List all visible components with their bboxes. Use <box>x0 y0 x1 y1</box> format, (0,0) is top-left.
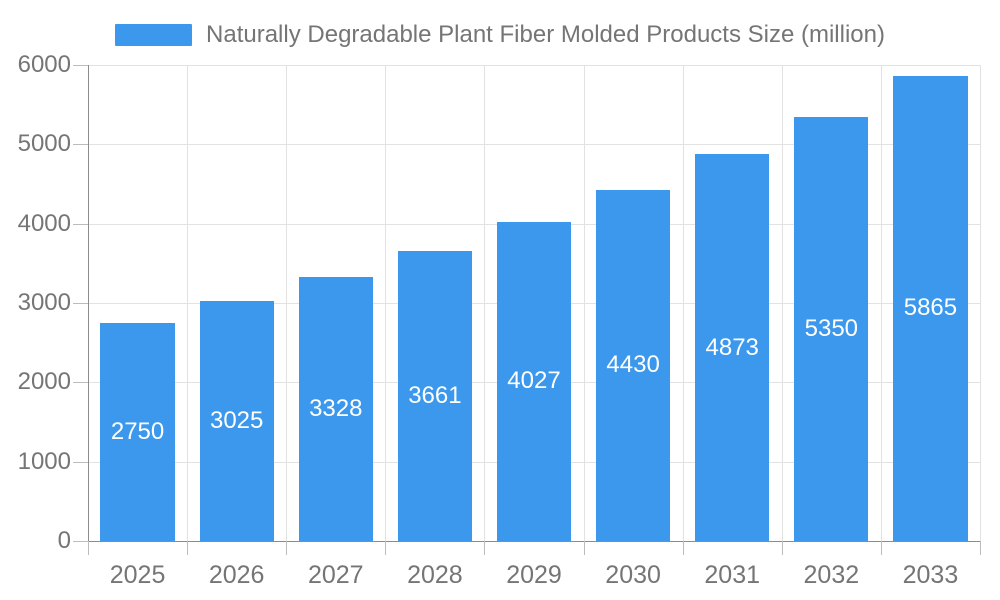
bar-value-label: 4430 <box>606 351 660 379</box>
x-axis-line <box>88 541 980 542</box>
bar-value-label: 4873 <box>705 333 759 361</box>
v-gridline <box>682 65 684 541</box>
y-tick-mark <box>73 461 88 463</box>
bar-value-label: 5350 <box>804 314 859 342</box>
x-tick-label: 2025 <box>109 561 166 589</box>
y-tick-mark <box>73 303 88 304</box>
x-tick-label: 2032 <box>803 561 860 589</box>
y-tick-label: 6000 <box>17 51 71 78</box>
x-axis: 2025 2026 2027 2028 2029 2030 2031 2032 2033 <box>88 560 980 590</box>
y-tick-label: 1000 <box>17 447 71 475</box>
v-gridline <box>286 65 288 541</box>
legend-item[interactable]: Naturally Degradable Plant Fiber Molded … <box>115 21 885 49</box>
x-tick-mark <box>682 541 684 555</box>
y-tick-label: 3000 <box>17 289 71 316</box>
v-gridline <box>781 65 783 541</box>
x-tick-mark <box>88 541 89 555</box>
x-tick-mark <box>980 541 981 555</box>
y-tick-mark <box>73 65 88 66</box>
bar[interactable]: 3025 <box>199 301 274 541</box>
x-tick-label: 2033 <box>902 561 959 589</box>
bar-value-label: 3661 <box>408 381 462 409</box>
y-axis-line <box>88 65 89 541</box>
v-gridline <box>980 65 981 541</box>
y-tick-mark <box>73 382 88 384</box>
bar[interactable]: 4027 <box>496 221 572 541</box>
y-tick-label: 2000 <box>17 368 71 396</box>
x-tick-label: 2026 <box>208 561 265 589</box>
x-tick-label: 2030 <box>605 561 661 589</box>
x-tick-mark <box>286 541 288 555</box>
y-tick-label: 0 <box>57 527 71 554</box>
v-gridline <box>880 65 882 541</box>
x-tick-label: 2027 <box>307 561 364 589</box>
x-tick-mark <box>781 541 783 555</box>
bar[interactable]: 4430 <box>595 189 671 541</box>
y-tick-label: 4000 <box>17 209 71 237</box>
legend: Naturally Degradable Plant Fiber Molded … <box>0 21 1000 49</box>
y-tick-mark <box>73 144 88 146</box>
bar-value-label: 3328 <box>309 394 363 422</box>
bar-value-label: 5865 <box>903 294 958 322</box>
bar[interactable]: 2750 <box>100 322 175 541</box>
v-gridline <box>385 65 387 541</box>
x-tick-mark <box>187 541 189 555</box>
h-gridline <box>88 144 980 146</box>
x-tick-mark <box>484 541 486 555</box>
x-tick-mark <box>385 541 387 555</box>
x-tick-mark <box>880 541 882 555</box>
bar-value-label: 4027 <box>507 367 561 395</box>
plot-area: 2750 3025 3328 3661 4027 4430 4873 5350 5865 <box>88 65 981 541</box>
y-axis: 0 1000 2000 3000 4000 5000 6000 <box>0 51 71 554</box>
bar[interactable]: 4873 <box>695 154 770 541</box>
x-tick-label: 2029 <box>506 561 562 589</box>
v-gridline <box>583 65 585 541</box>
x-tick-label: 2031 <box>704 561 761 589</box>
v-gridline <box>187 65 189 541</box>
y-tick-mark <box>73 223 88 225</box>
h-gridline <box>88 65 980 66</box>
y-tick-mark <box>73 541 88 542</box>
x-tick-label: 2028 <box>407 561 463 589</box>
bar[interactable]: 3661 <box>397 250 473 541</box>
bar-value-label: 2750 <box>110 417 165 445</box>
y-tick-label: 5000 <box>17 130 71 158</box>
bar[interactable]: 5865 <box>893 75 968 541</box>
v-gridline <box>484 65 486 541</box>
bar-value-label: 3025 <box>209 407 264 435</box>
bar[interactable]: 5350 <box>794 116 869 541</box>
bar[interactable]: 3328 <box>298 276 373 541</box>
legend-swatch-icon <box>115 24 193 46</box>
legend-label: Naturally Degradable Plant Fiber Molded … <box>206 21 885 48</box>
x-tick-mark <box>583 541 585 555</box>
